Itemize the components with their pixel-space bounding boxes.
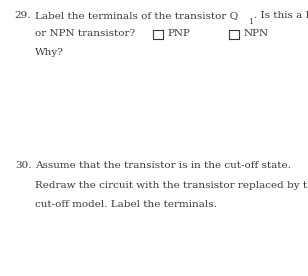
Text: . Is this a PNP: . Is this a PNP [254, 11, 308, 20]
Text: PNP: PNP [168, 30, 191, 38]
Text: Assume that the transistor is in the cut-off state.: Assume that the transistor is in the cut… [35, 161, 291, 170]
Text: 1: 1 [248, 18, 253, 26]
Text: cut-off model. Label the terminals.: cut-off model. Label the terminals. [35, 200, 217, 209]
Text: 29.: 29. [15, 11, 31, 20]
Text: 30.: 30. [15, 161, 31, 170]
Text: Why?: Why? [35, 48, 64, 57]
Text: Label the terminals of the transistor Q: Label the terminals of the transistor Q [35, 11, 239, 20]
Text: or NPN transistor?: or NPN transistor? [35, 30, 136, 38]
Text: NPN: NPN [244, 30, 269, 38]
Text: Redraw the circuit with the transistor replaced by the: Redraw the circuit with the transistor r… [35, 181, 308, 190]
